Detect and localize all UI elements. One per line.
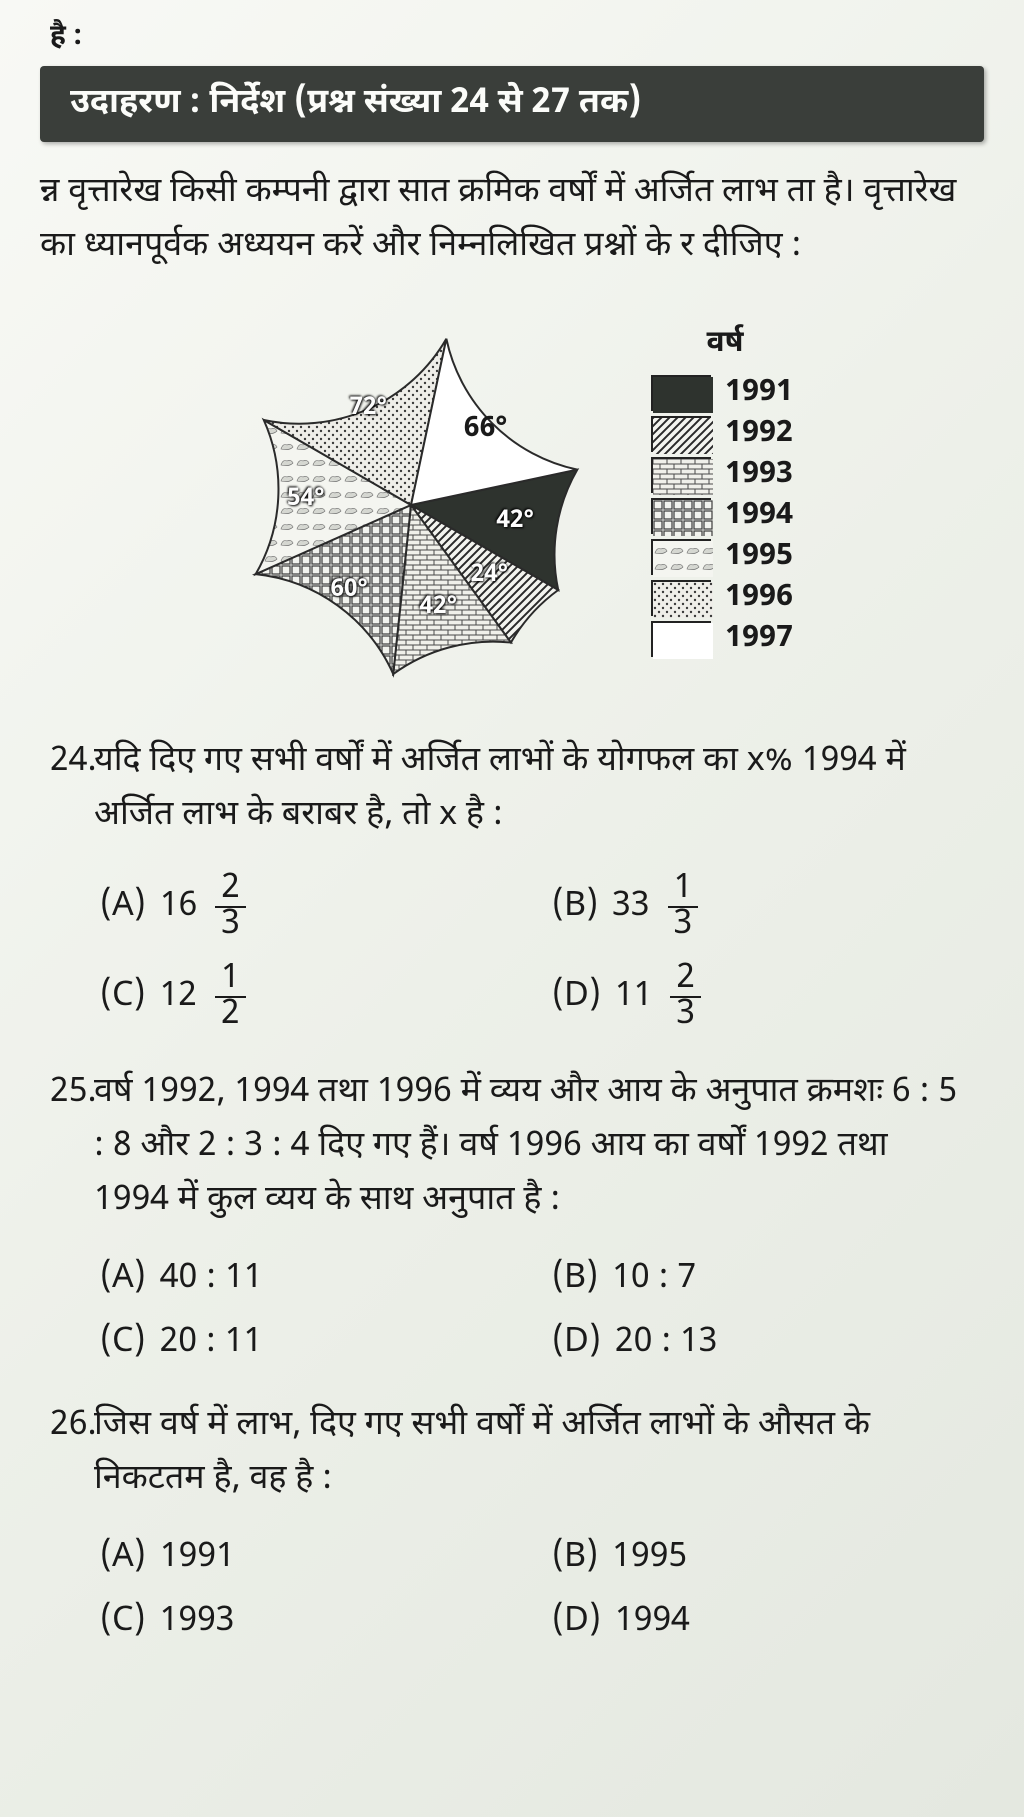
option-letter: (D) xyxy=(552,1600,601,1644)
fraction-denominator: 3 xyxy=(670,998,701,1032)
option-letter: (C) xyxy=(100,1600,146,1644)
option-int: 16 xyxy=(160,885,197,929)
option-text: 20 : 13 xyxy=(615,1321,718,1365)
legend-swatch xyxy=(651,457,711,493)
question-number: 25. xyxy=(50,1066,94,1120)
option-text: 10 : 7 xyxy=(612,1257,696,1301)
option-fraction: 23 xyxy=(670,962,701,1032)
question-text: जिस वर्ष में लाभ, दिए गए सभी वर्षों में … xyxy=(94,1399,958,1508)
option-int: 12 xyxy=(160,975,197,1019)
question-26: 26.जिस वर्ष में लाभ, दिए गए सभी वर्षों म… xyxy=(40,1399,984,1508)
legend-row-1995: 1995 xyxy=(651,538,793,577)
legend-label: 1993 xyxy=(725,456,793,495)
option: (C) 12 12 xyxy=(100,962,522,1032)
option-text: 1991 xyxy=(160,1536,235,1580)
option-letter: (A) xyxy=(100,1257,146,1301)
question-text: वर्ष 1992, 1994 तथा 1996 में व्यय और आय … xyxy=(94,1066,958,1229)
legend-swatch xyxy=(651,375,711,411)
option-letter: (A) xyxy=(100,885,146,929)
option-letter: (B) xyxy=(552,885,598,929)
legend-row-1993: 1993 xyxy=(651,456,793,495)
legend-swatch xyxy=(651,580,711,616)
option: (C) 1993 xyxy=(100,1600,522,1644)
question-24: 24.यदि दिए गए सभी वर्षों में अर्जित लाभो… xyxy=(40,735,984,844)
option: (A) 1991 xyxy=(100,1536,522,1580)
example-header: उदाहरण : निर्देश (प्रश्न संख्या 24 से 27… xyxy=(40,66,984,142)
option-letter: (B) xyxy=(552,1536,598,1580)
option: (A) 16 23 xyxy=(100,872,522,942)
fraction-denominator: 2 xyxy=(215,998,246,1032)
legend-label: 1994 xyxy=(725,497,793,536)
option: (B) 33 13 xyxy=(552,872,974,942)
option-letter: (C) xyxy=(100,1321,146,1365)
option-letter: (D) xyxy=(552,1321,601,1365)
option: (A) 40 : 11 xyxy=(100,1257,522,1301)
legend-label: 1995 xyxy=(725,538,793,577)
legend-label: 1992 xyxy=(725,415,793,454)
legend-row-1992: 1992 xyxy=(651,415,793,454)
option: (D) 1994 xyxy=(552,1600,974,1644)
legend-row-1996: 1996 xyxy=(651,579,793,618)
option: (D) 20 : 13 xyxy=(552,1321,974,1365)
option-text: 1993 xyxy=(160,1600,235,1644)
legend-row-1991: 1991 xyxy=(651,374,793,413)
option: (D) 11 23 xyxy=(552,962,974,1032)
question-number: 24. xyxy=(50,735,94,789)
legend-swatch xyxy=(651,621,711,657)
option: (C) 20 : 11 xyxy=(100,1321,522,1365)
option-letter: (B) xyxy=(552,1257,598,1301)
legend-label: 1996 xyxy=(725,579,793,618)
legend-label: 1991 xyxy=(725,374,793,413)
option-text: 20 : 11 xyxy=(160,1321,263,1365)
directions-text: न्न वृत्तारेख किसी कम्पनी द्वारा सात क्र… xyxy=(40,166,984,295)
option-text: 1995 xyxy=(612,1536,687,1580)
legend-label: 1997 xyxy=(725,620,793,659)
options-grid: (A) 1991 (B) 1995 (C) 1993 (D) 1994 xyxy=(40,1516,984,1678)
option-letter: (C) xyxy=(100,975,146,1019)
option-fraction: 23 xyxy=(215,872,246,942)
question-text: यदि दिए गए सभी वर्षों में अर्जित लाभों क… xyxy=(94,735,958,844)
legend-row-1997: 1997 xyxy=(651,620,793,659)
fraction-denominator: 3 xyxy=(215,908,246,942)
question-25: 25.वर्ष 1992, 1994 तथा 1996 में व्यय और … xyxy=(40,1066,984,1229)
option-fraction: 13 xyxy=(668,872,699,942)
legend-title: वर्ष xyxy=(651,325,793,364)
option-text: 40 : 11 xyxy=(160,1257,263,1301)
options-grid: (A)1623(B)3313(C)1212(D)1123 xyxy=(40,852,984,1066)
pie-chart: 42°24°42°60°54°72°66° xyxy=(231,325,591,685)
legend: वर्ष 1991199219931994199519961997 xyxy=(651,325,793,661)
option-letter: (A) xyxy=(100,1536,146,1580)
legend-swatch xyxy=(651,498,711,534)
option: (B) 1995 xyxy=(552,1536,974,1580)
chart-area: 42°24°42°60°54°72°66° वर्ष 1991199219931… xyxy=(40,325,984,685)
option-int: 33 xyxy=(612,885,649,929)
legend-row-1994: 1994 xyxy=(651,497,793,536)
page-top-fragment: है : xyxy=(40,20,984,56)
option-text: 1994 xyxy=(615,1600,690,1644)
option-fraction: 12 xyxy=(215,962,246,1032)
legend-swatch xyxy=(651,539,711,575)
fraction-denominator: 3 xyxy=(668,908,699,942)
options-grid: (A) 40 : 11 (B) 10 : 7 (C) 20 : 11 (D) 20 : 13 xyxy=(40,1237,984,1399)
question-number: 26. xyxy=(50,1399,94,1453)
option-letter: (D) xyxy=(552,975,601,1019)
legend-swatch xyxy=(651,416,711,452)
option-int: 11 xyxy=(615,975,652,1019)
option: (B) 10 : 7 xyxy=(552,1257,974,1301)
